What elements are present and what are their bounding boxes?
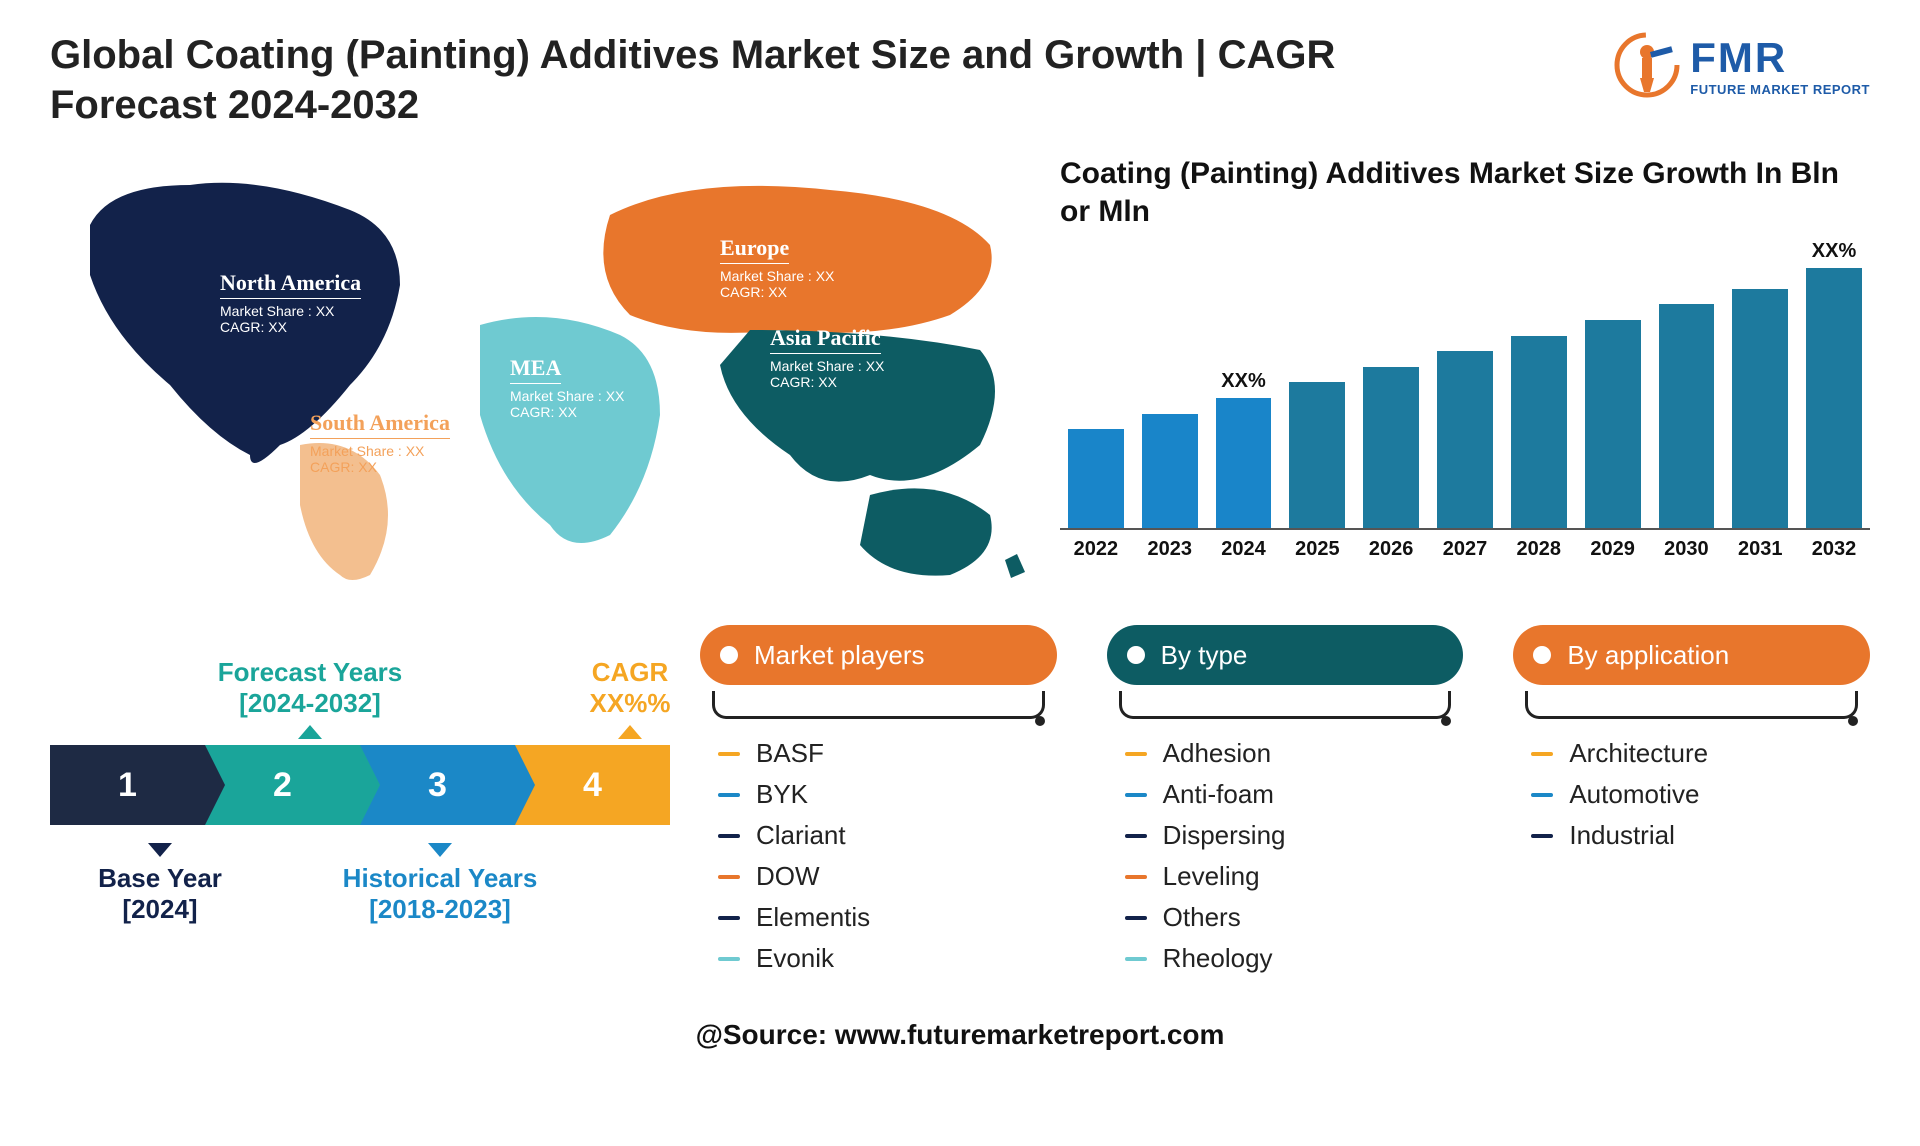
timeline-seg-3: 3 bbox=[360, 745, 515, 825]
header: Global Coating (Painting) Additives Mark… bbox=[50, 30, 1870, 130]
chart-bars: XX% XX% bbox=[1060, 250, 1870, 530]
category-header: Market players bbox=[700, 625, 1057, 685]
tick-icon bbox=[1125, 875, 1147, 879]
category-list: AdhesionAnti-foamDispersingLevelingOther… bbox=[1107, 733, 1464, 979]
bar-chart: Coating (Painting) Additives Market Size… bbox=[1030, 155, 1870, 585]
bracket-icon bbox=[1119, 691, 1452, 719]
tick-icon bbox=[1125, 916, 1147, 920]
source-attribution: @Source: www.futuremarketreport.com bbox=[50, 1019, 1870, 1051]
timeline-label: Base Year[2024] bbox=[50, 837, 270, 925]
tick-icon bbox=[718, 957, 740, 961]
map-region-mea bbox=[480, 317, 660, 543]
tick-icon bbox=[718, 834, 740, 838]
timeline-seg-4: 4 bbox=[515, 745, 670, 825]
region-label-eu: EuropeMarket Share : XXCAGR: XX bbox=[720, 235, 834, 300]
timeline-seg-2: 2 bbox=[205, 745, 360, 825]
timeline-label: Historical Years[2018-2023] bbox=[330, 837, 550, 925]
list-item: Rheology bbox=[1125, 938, 1464, 979]
timeline-label: Forecast Years[2024-2032] bbox=[200, 657, 420, 745]
world-map: North AmericaMarket Share : XXCAGR: XX So… bbox=[50, 155, 1030, 585]
tick-icon bbox=[718, 875, 740, 879]
bar-2023 bbox=[1142, 414, 1198, 528]
bar-2030 bbox=[1659, 304, 1715, 528]
tick-icon bbox=[718, 793, 740, 797]
bracket-icon bbox=[712, 691, 1045, 719]
list-item: Elementis bbox=[718, 897, 1057, 938]
logo: FMR FUTURE MARKET REPORT bbox=[1612, 30, 1870, 100]
bar-2028 bbox=[1511, 336, 1567, 528]
category-header: By type bbox=[1107, 625, 1464, 685]
bar-2022 bbox=[1068, 429, 1124, 528]
category-0: Market players BASFBYKClariantDOWElementi… bbox=[700, 625, 1057, 979]
chart-x-axis: 2022 2023 2024 2025 2026 2027 2028 2029 2030 2031… bbox=[1060, 538, 1870, 561]
bar-annotation: XX% bbox=[1221, 370, 1265, 393]
tick-icon bbox=[1531, 834, 1553, 838]
x-label: 2026 bbox=[1363, 538, 1419, 561]
category-2: By application ArchitectureAutomotiveIndu… bbox=[1513, 625, 1870, 979]
tick-icon bbox=[1125, 752, 1147, 756]
bracket-icon bbox=[1525, 691, 1858, 719]
map-region-ap-aus bbox=[860, 488, 992, 575]
list-item: Dispersing bbox=[1125, 815, 1464, 856]
region-label-ap: Asia PacificMarket Share : XXCAGR: XX bbox=[770, 325, 884, 390]
tick-icon bbox=[1125, 957, 1147, 961]
category-list: BASFBYKClariantDOWElementisEvonik bbox=[700, 733, 1057, 979]
bar-2026 bbox=[1363, 367, 1419, 528]
list-item: Evonik bbox=[718, 938, 1057, 979]
category-1: By type AdhesionAnti-foamDispersingLeveli… bbox=[1107, 625, 1464, 979]
region-label-mea: MEAMarket Share : XXCAGR: XX bbox=[510, 355, 624, 420]
bar-2031 bbox=[1732, 289, 1788, 528]
telescope-icon bbox=[1612, 30, 1682, 100]
list-item: BASF bbox=[718, 733, 1057, 774]
list-item: Leveling bbox=[1125, 856, 1464, 897]
x-label: 2025 bbox=[1289, 538, 1345, 561]
bar-2027 bbox=[1437, 351, 1493, 528]
tick-icon bbox=[1531, 793, 1553, 797]
tick-icon bbox=[718, 752, 740, 756]
x-label: 2028 bbox=[1511, 538, 1567, 561]
bar-2025 bbox=[1289, 382, 1345, 528]
x-label: 2029 bbox=[1585, 538, 1641, 561]
region-label-sa: South AmericaMarket Share : XXCAGR: XX bbox=[310, 410, 450, 475]
list-item: Automotive bbox=[1531, 774, 1870, 815]
page-title: Global Coating (Painting) Additives Mark… bbox=[50, 30, 1450, 130]
tick-icon bbox=[1125, 834, 1147, 838]
category-list: ArchitectureAutomotiveIndustrial bbox=[1513, 733, 1870, 856]
logo-text-main: FMR bbox=[1690, 34, 1870, 82]
map-region-ap-nz bbox=[1005, 554, 1025, 578]
x-label: 2030 bbox=[1659, 538, 1715, 561]
tick-icon bbox=[1531, 752, 1553, 756]
category-header: By application bbox=[1513, 625, 1870, 685]
bar-2032: XX% bbox=[1806, 268, 1862, 528]
bar-annotation: XX% bbox=[1812, 240, 1856, 263]
chart-title: Coating (Painting) Additives Market Size… bbox=[1060, 155, 1870, 230]
region-label-na: North AmericaMarket Share : XXCAGR: XX bbox=[220, 270, 361, 335]
tick-icon bbox=[718, 916, 740, 920]
tick-icon bbox=[1125, 793, 1147, 797]
x-label: 2027 bbox=[1437, 538, 1493, 561]
list-item: DOW bbox=[718, 856, 1057, 897]
list-item: Architecture bbox=[1531, 733, 1870, 774]
bar-2029 bbox=[1585, 320, 1641, 528]
logo-text-sub: FUTURE MARKET REPORT bbox=[1690, 82, 1870, 97]
x-label: 2024 bbox=[1216, 538, 1272, 561]
list-item: Anti-foam bbox=[1125, 774, 1464, 815]
list-item: Clariant bbox=[718, 815, 1057, 856]
x-label: 2023 bbox=[1142, 538, 1198, 561]
list-item: BYK bbox=[718, 774, 1057, 815]
x-label: 2022 bbox=[1068, 538, 1124, 561]
list-item: Adhesion bbox=[1125, 733, 1464, 774]
bar-2024: XX% bbox=[1216, 398, 1272, 528]
x-label: 2032 bbox=[1806, 538, 1862, 561]
categories: Market players BASFBYKClariantDOWElementi… bbox=[700, 625, 1870, 979]
list-item: Others bbox=[1125, 897, 1464, 938]
x-label: 2031 bbox=[1732, 538, 1788, 561]
timeline: Forecast Years[2024-2032]CAGRXX%% 1234 B… bbox=[50, 625, 670, 979]
timeline-seg-1: 1 bbox=[50, 745, 205, 825]
list-item: Industrial bbox=[1531, 815, 1870, 856]
